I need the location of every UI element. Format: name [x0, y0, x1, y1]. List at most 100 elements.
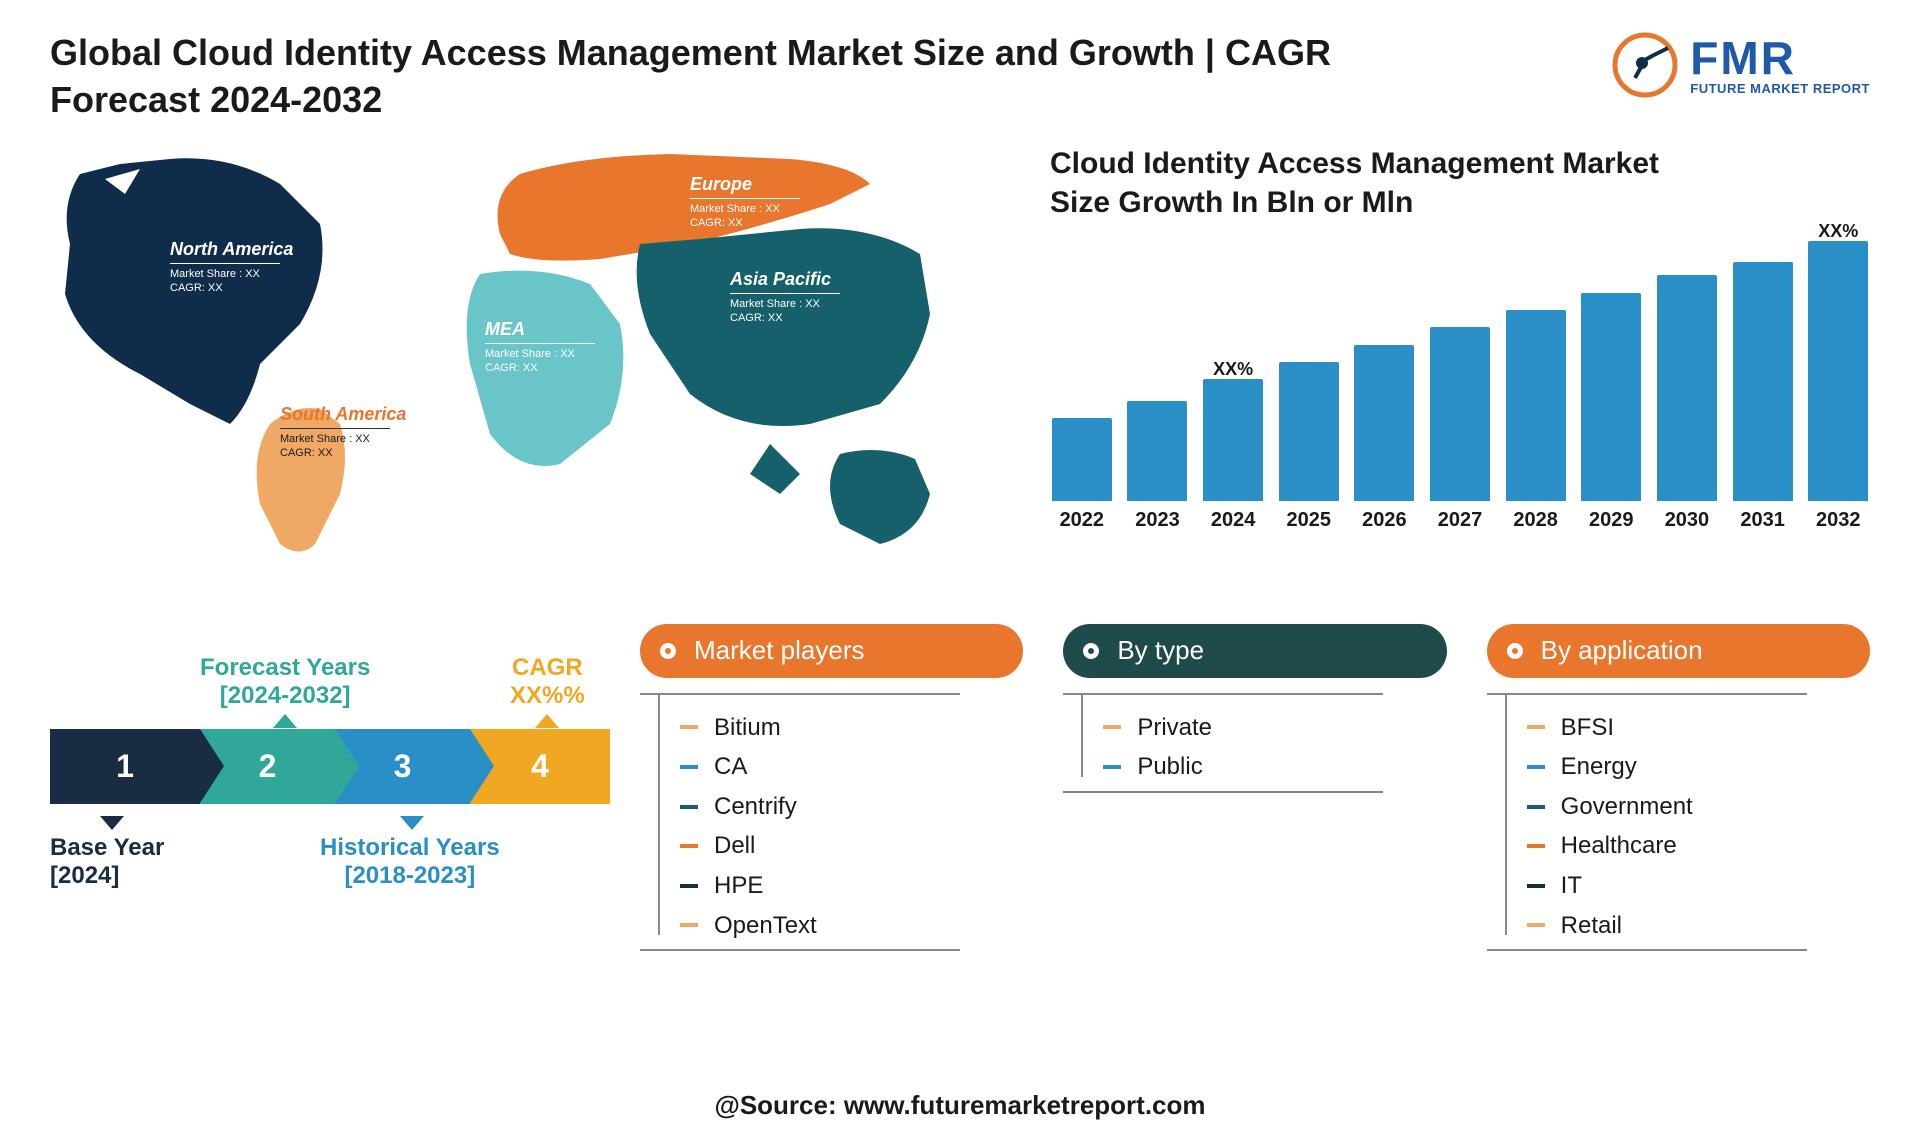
growth-bar-chart: Cloud Identity Access Management Market … — [1030, 144, 1870, 564]
region-south-america-name: South America — [280, 404, 406, 425]
bar-year-label: 2030 — [1665, 509, 1710, 532]
category-title: Market players — [694, 635, 865, 666]
tick-icon — [1527, 765, 1545, 769]
bar-rect — [1052, 418, 1112, 500]
list-item: Healthcare — [1527, 826, 1870, 866]
logo-icon — [1610, 30, 1680, 100]
region-north-america-share: Market Share : XX — [170, 267, 293, 281]
category-column: By type PrivatePublic — [1063, 624, 1446, 946]
base-title: Base Year — [50, 834, 164, 862]
bar-2022: 2022 — [1050, 418, 1114, 531]
bar-2032: XX%2032 — [1806, 241, 1870, 532]
base-range: [2024] — [50, 862, 164, 890]
bar-year-label: 2026 — [1362, 509, 1407, 532]
cagr-value: XX%% — [510, 682, 585, 710]
region-mea-cagr: CAGR: XX — [485, 361, 595, 375]
tick-icon — [680, 725, 698, 729]
category-column: Market players BitiumCACentrifyDellHPEOpe… — [640, 624, 1023, 946]
forecast-years-label: Forecast Years [2024-2032] — [200, 654, 370, 732]
historical-years-label: Historical Years [2018-2023] — [320, 812, 500, 890]
region-europe-cagr: CAGR: XX — [690, 216, 800, 230]
tick-icon — [680, 923, 698, 927]
historical-title: Historical Years — [320, 834, 500, 862]
bar-year-label: 2024 — [1211, 509, 1256, 532]
category-header: Market players — [640, 624, 1023, 678]
bar-year-label: 2031 — [1740, 509, 1785, 532]
list-item: CA — [680, 747, 1023, 787]
chart-title: Cloud Identity Access Management Market … — [1050, 144, 1670, 222]
bullet-icon — [1083, 643, 1099, 659]
region-europe-share: Market Share : XX — [690, 202, 800, 216]
list-item-label: Healthcare — [1561, 826, 1677, 866]
category-column: By application BFSIEnergyGovernmentHealth… — [1487, 624, 1870, 946]
region-asia-pacific-share: Market Share : XX — [730, 297, 840, 311]
region-north-america-name: North America — [170, 239, 293, 260]
bar-year-label: 2023 — [1135, 509, 1180, 532]
tick-icon — [1527, 884, 1545, 888]
list-item: Dell — [680, 826, 1023, 866]
tick-icon — [1527, 805, 1545, 809]
tick-icon — [680, 884, 698, 888]
region-south-america-cagr: CAGR: XX — [280, 446, 406, 460]
bar-year-label: 2032 — [1816, 509, 1861, 532]
list-item-label: Centrify — [714, 787, 797, 827]
tick-icon — [1103, 765, 1121, 769]
bar-rect — [1808, 241, 1868, 501]
bar-year-label: 2022 — [1060, 509, 1105, 532]
bar-2023: 2023 — [1126, 401, 1190, 532]
cagr-label: CAGR XX%% — [510, 654, 585, 732]
tick-icon — [680, 844, 698, 848]
bar-2029: 2029 — [1579, 293, 1643, 532]
forecast-range: [2024-2032] — [200, 682, 370, 710]
category-header: By type — [1063, 624, 1446, 678]
list-item-label: OpenText — [714, 906, 817, 946]
bar-year-label: 2027 — [1438, 509, 1483, 532]
bar-2025: 2025 — [1277, 362, 1341, 532]
list-item-label: IT — [1561, 866, 1582, 906]
region-mea-share: Market Share : XX — [485, 347, 595, 361]
bullet-icon — [660, 643, 676, 659]
category-header: By application — [1487, 624, 1870, 678]
bar-year-label: 2025 — [1286, 509, 1331, 532]
list-item-label: Retail — [1561, 906, 1622, 946]
list-item-label: Energy — [1561, 747, 1637, 787]
category-list: BFSIEnergyGovernmentHealthcareITRetail — [1487, 708, 1870, 946]
list-item: HPE — [680, 866, 1023, 906]
logo-text-sub: FUTURE MARKET REPORT — [1690, 81, 1870, 96]
bar-2031: 2031 — [1731, 262, 1795, 531]
list-item-label: Government — [1561, 787, 1693, 827]
region-asia-pacific-cagr: CAGR: XX — [730, 311, 840, 325]
bar-rect — [1506, 310, 1566, 501]
list-item-label: HPE — [714, 866, 763, 906]
tick-icon — [680, 765, 698, 769]
bar-rect — [1581, 293, 1641, 501]
category-list: BitiumCACentrifyDellHPEOpenText — [640, 708, 1023, 946]
forecast-title: Forecast Years — [200, 654, 370, 682]
region-mea-name: MEA — [485, 319, 595, 340]
list-item: Government — [1527, 787, 1870, 827]
bar-rect — [1657, 275, 1717, 500]
region-europe-name: Europe — [690, 174, 800, 195]
world-map: North America Market Share : XX CAGR: XX… — [50, 144, 990, 564]
list-item-label: CA — [714, 747, 747, 787]
cagr-title: CAGR — [510, 654, 585, 682]
list-item-label: Private — [1137, 708, 1212, 748]
bar-rect — [1279, 362, 1339, 501]
list-item-label: Dell — [714, 826, 755, 866]
list-item-label: Bitium — [714, 708, 781, 748]
bar-year-label: 2029 — [1589, 509, 1634, 532]
bar-2026: 2026 — [1353, 345, 1417, 532]
tick-icon — [1527, 923, 1545, 927]
list-item: Bitium — [680, 708, 1023, 748]
list-item-label: BFSI — [1561, 708, 1614, 748]
list-item-label: Public — [1137, 747, 1202, 787]
bar-rect — [1430, 327, 1490, 500]
category-title: By type — [1117, 635, 1204, 666]
tick-icon — [1103, 725, 1121, 729]
region-south-america-share: Market Share : XX — [280, 432, 406, 446]
bar-rect — [1354, 345, 1414, 501]
bar-2030: 2030 — [1655, 275, 1719, 531]
list-item: IT — [1527, 866, 1870, 906]
bar-2024: XX%2024 — [1201, 379, 1265, 531]
tick-icon — [1527, 725, 1545, 729]
